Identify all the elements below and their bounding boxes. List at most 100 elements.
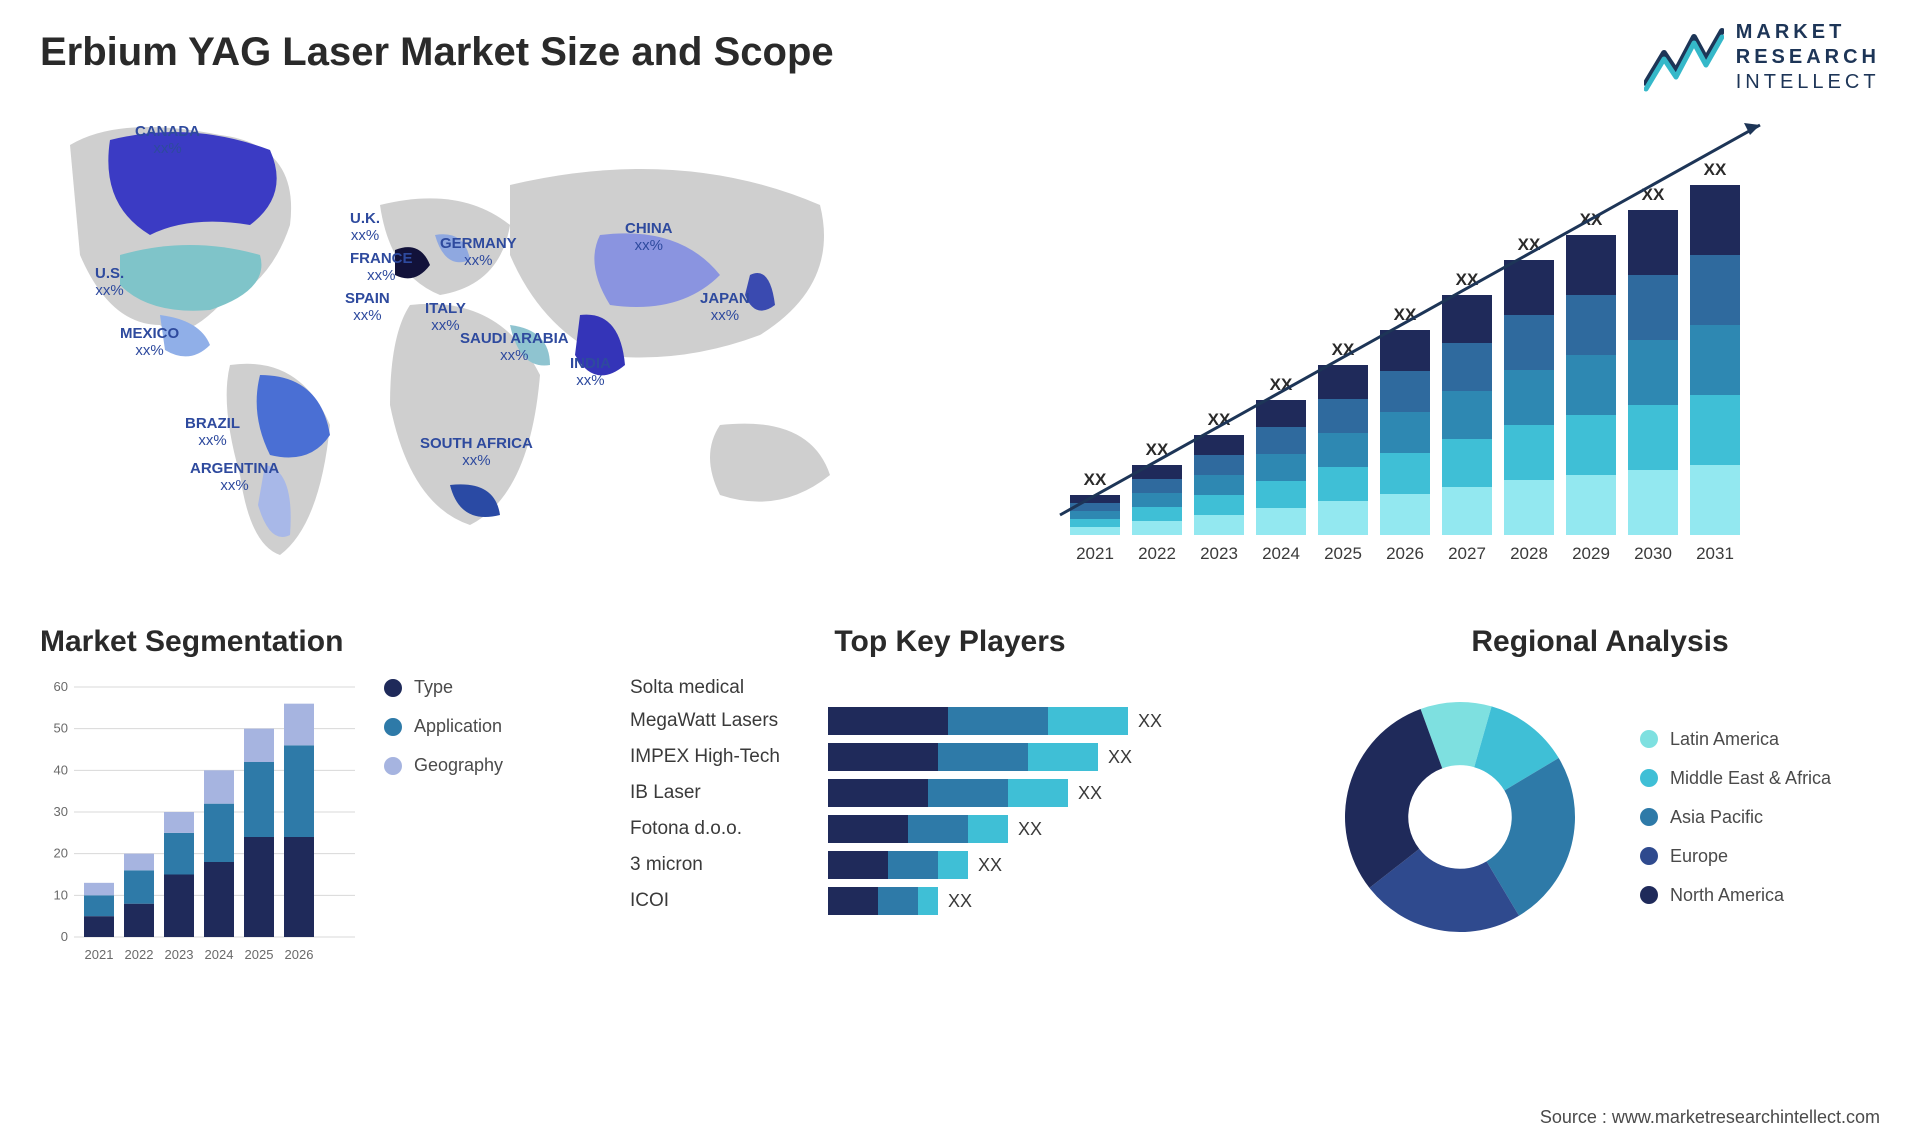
growth-chart-panel: XX2021XX2022XX2023XX2024XX2025XX2026XX20… (960, 105, 1880, 585)
regional-legend: Latin America Middle East & Africa Asia Pa… (1640, 729, 1831, 906)
segmentation-title: Market Segmentation (40, 625, 580, 659)
svg-text:2023: 2023 (165, 947, 194, 962)
players-title: Top Key Players (630, 625, 1270, 659)
svg-text:2027: 2027 (1448, 544, 1486, 563)
svg-text:2025: 2025 (1324, 544, 1362, 563)
player-value: XX (948, 891, 972, 912)
svg-text:XX: XX (1084, 470, 1107, 489)
legend-item: Type (384, 677, 503, 698)
legend-item: Asia Pacific (1640, 807, 1831, 828)
svg-text:2030: 2030 (1634, 544, 1672, 563)
svg-text:XX: XX (1704, 160, 1727, 179)
regional-panel: Regional Analysis Latin America Middle Ea… (1320, 625, 1880, 967)
map-label: U.K.xx% (350, 210, 380, 245)
logo-icon (1644, 23, 1724, 93)
player-bar (828, 779, 1068, 807)
legend-item: Geography (384, 755, 503, 776)
svg-text:50: 50 (54, 721, 68, 736)
player-name: MegaWatt Lasers (630, 710, 810, 732)
legend-label: Geography (414, 755, 503, 776)
svg-text:2022: 2022 (125, 947, 154, 962)
svg-text:2026: 2026 (285, 947, 314, 962)
player-value: XX (1018, 819, 1042, 840)
logo-text: MARKET RESEARCH INTELLECT (1736, 20, 1880, 95)
player-value: XX (1138, 711, 1162, 732)
svg-text:2021: 2021 (1076, 544, 1114, 563)
svg-text:2025: 2025 (245, 947, 274, 962)
svg-text:20: 20 (54, 846, 68, 861)
player-name: 3 micron (630, 854, 810, 876)
legend-swatch (384, 718, 402, 736)
legend-swatch (1640, 769, 1658, 787)
player-row: Fotona d.o.o. XX (630, 815, 1270, 843)
player-name: IMPEX High-Tech (630, 746, 810, 768)
player-name: ICOI (630, 890, 810, 912)
legend-label: North America (1670, 885, 1784, 906)
map-label: CANADAxx% (135, 123, 200, 158)
player-name: IB Laser (630, 782, 810, 804)
regional-title: Regional Analysis (1320, 625, 1880, 659)
legend-label: Europe (1670, 846, 1728, 867)
svg-text:60: 60 (54, 679, 68, 694)
legend-label: Type (414, 677, 453, 698)
page-title: Erbium YAG Laser Market Size and Scope (40, 30, 1880, 75)
map-label: U.S.xx% (95, 265, 124, 300)
player-value: XX (978, 855, 1002, 876)
legend-swatch (1640, 808, 1658, 826)
player-value: XX (1078, 783, 1102, 804)
svg-text:XX: XX (1518, 235, 1541, 254)
player-bar (828, 815, 1008, 843)
regional-donut (1320, 677, 1600, 957)
segmentation-chart: 0102030405060202120222023202420252026 (40, 677, 360, 967)
legend-swatch (384, 757, 402, 775)
legend-item: North America (1640, 885, 1831, 906)
legend-label: Application (414, 716, 502, 737)
legend-label: Asia Pacific (1670, 807, 1763, 828)
legend-item: Latin America (1640, 729, 1831, 750)
svg-text:10: 10 (54, 887, 68, 902)
svg-text:2028: 2028 (1510, 544, 1548, 563)
player-name: Solta medical (630, 677, 810, 699)
map-label: BRAZILxx% (185, 415, 240, 450)
svg-text:2023: 2023 (1200, 544, 1238, 563)
map-label: SOUTH AFRICAxx% (420, 435, 533, 470)
player-name: Fotona d.o.o. (630, 818, 810, 840)
world-map-panel: CANADAxx% U.S.xx% MEXICOxx% BRAZILxx% ARGENT… (40, 105, 900, 585)
svg-text:30: 30 (54, 804, 68, 819)
svg-text:0: 0 (61, 929, 68, 944)
growth-chart: XX2021XX2022XX2023XX2024XX2025XX2026XX20… (960, 105, 1880, 585)
source-attribution: Source : www.marketresearchintellect.com (1540, 1107, 1880, 1128)
player-value: XX (1108, 747, 1132, 768)
map-label: MEXICOxx% (120, 325, 179, 360)
svg-text:2031: 2031 (1696, 544, 1734, 563)
map-label: SPAINxx% (345, 290, 390, 325)
legend-swatch (1640, 847, 1658, 865)
svg-text:2029: 2029 (1572, 544, 1610, 563)
map-label: GERMANYxx% (440, 235, 517, 270)
svg-text:2024: 2024 (1262, 544, 1300, 563)
player-row: IB Laser XX (630, 779, 1270, 807)
segmentation-legend: Type Application Geography (384, 677, 503, 967)
svg-text:40: 40 (54, 762, 68, 777)
map-label: SAUDI ARABIAxx% (460, 330, 569, 365)
legend-item: Middle East & Africa (1640, 768, 1831, 789)
legend-label: Latin America (1670, 729, 1779, 750)
player-row: MegaWatt Lasers XX (630, 707, 1270, 735)
player-row: IMPEX High-Tech XX (630, 743, 1270, 771)
map-label: ARGENTINAxx% (190, 460, 279, 495)
map-label: JAPANxx% (700, 290, 750, 325)
svg-text:XX: XX (1456, 270, 1479, 289)
players-list: Solta medicalMegaWatt LasersXXIMPEX High… (630, 677, 1270, 915)
segmentation-panel: Market Segmentation 01020304050602021202… (40, 625, 580, 967)
brand-logo: MARKET RESEARCH INTELLECT (1644, 20, 1880, 95)
map-label: FRANCExx% (350, 250, 413, 285)
legend-item: Europe (1640, 846, 1831, 867)
player-bar (828, 851, 968, 879)
player-bar (828, 707, 1128, 735)
legend-item: Application (384, 716, 503, 737)
legend-swatch (384, 679, 402, 697)
player-row: 3 micron XX (630, 851, 1270, 879)
player-row: Solta medical (630, 677, 1270, 699)
player-bar (828, 743, 1098, 771)
map-label: INDIAxx% (570, 355, 611, 390)
